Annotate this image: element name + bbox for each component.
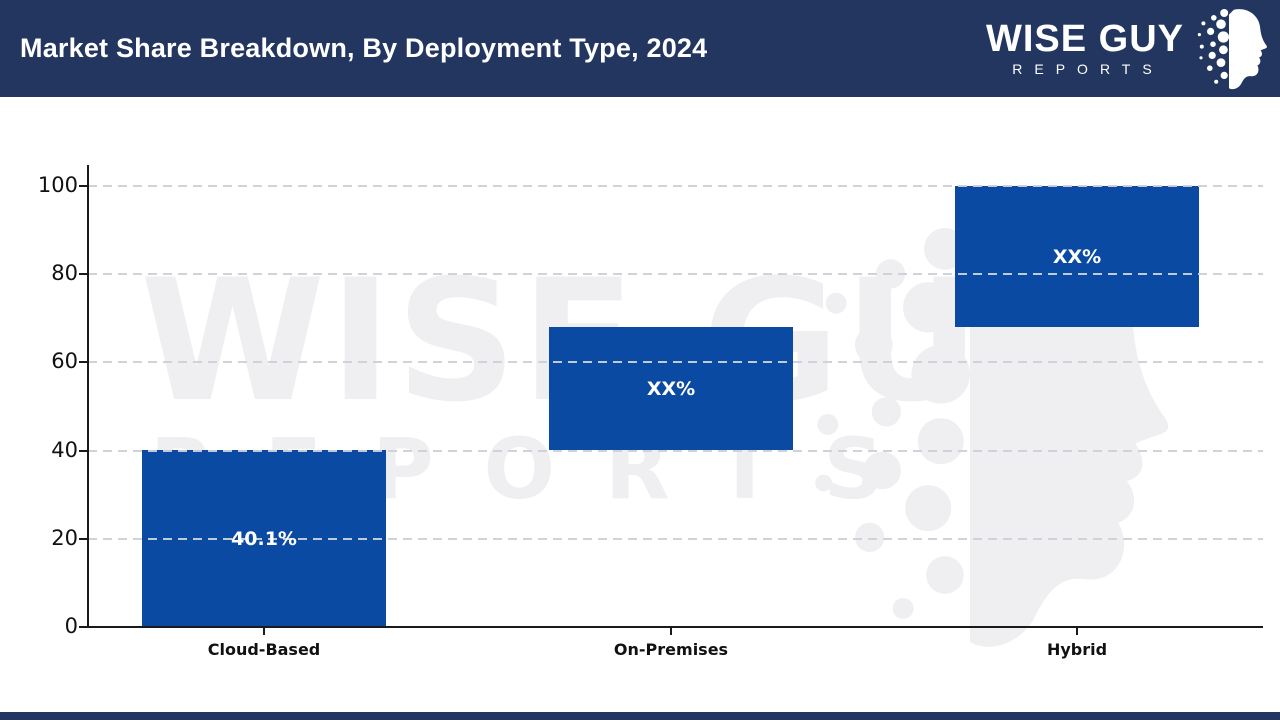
y-tick-label: 20 <box>51 525 78 550</box>
logo-wordmark: WISE GUY <box>985 18 1184 60</box>
y-axis-line <box>87 165 89 628</box>
gridline <box>88 273 1263 276</box>
y-tick-label: 80 <box>51 261 78 286</box>
bar-value-label: XX% <box>646 377 696 400</box>
y-tick-label: 0 <box>64 614 78 638</box>
x-tick-mark <box>1076 628 1078 635</box>
y-tick-mark <box>79 273 87 276</box>
gridline <box>88 449 1263 452</box>
bar-on-premises <box>549 327 793 451</box>
logo-text: WISE GUY REPORTS <box>986 20 1184 77</box>
y-tick-mark <box>79 626 87 628</box>
gridline <box>88 185 1263 187</box>
wiseguy-logo: WISE GUY REPORTS <box>986 5 1272 93</box>
x-axis-line <box>87 626 1263 628</box>
x-category-label: Hybrid <box>1046 640 1108 659</box>
gridline <box>88 537 1263 540</box>
x-category-label: On-Premises <box>613 640 729 659</box>
x-category-label: Cloud-Based <box>207 640 321 659</box>
y-tick-mark <box>79 361 87 364</box>
logo-subtitle: REPORTS <box>1012 61 1164 77</box>
y-tick-label: 60 <box>51 349 78 374</box>
x-tick-mark <box>670 628 672 635</box>
y-tick-mark <box>79 537 87 540</box>
page-title: Market Share Breakdown, By Deployment Ty… <box>20 33 708 63</box>
bar-value-label: 40.1% <box>231 527 297 550</box>
x-tick-mark <box>263 628 265 635</box>
footer-bar <box>0 712 1280 720</box>
y-tick-mark <box>79 185 87 187</box>
bar-value-label: XX% <box>1052 245 1102 268</box>
wiseguy-face-icon <box>1197 8 1267 89</box>
y-tick-label: 40 <box>51 437 78 462</box>
y-tick-label: 100 <box>37 173 78 197</box>
gridline <box>88 361 1263 364</box>
header-bar: Market Share Breakdown, By Deployment Ty… <box>0 0 1280 97</box>
y-tick-mark <box>79 449 87 452</box>
